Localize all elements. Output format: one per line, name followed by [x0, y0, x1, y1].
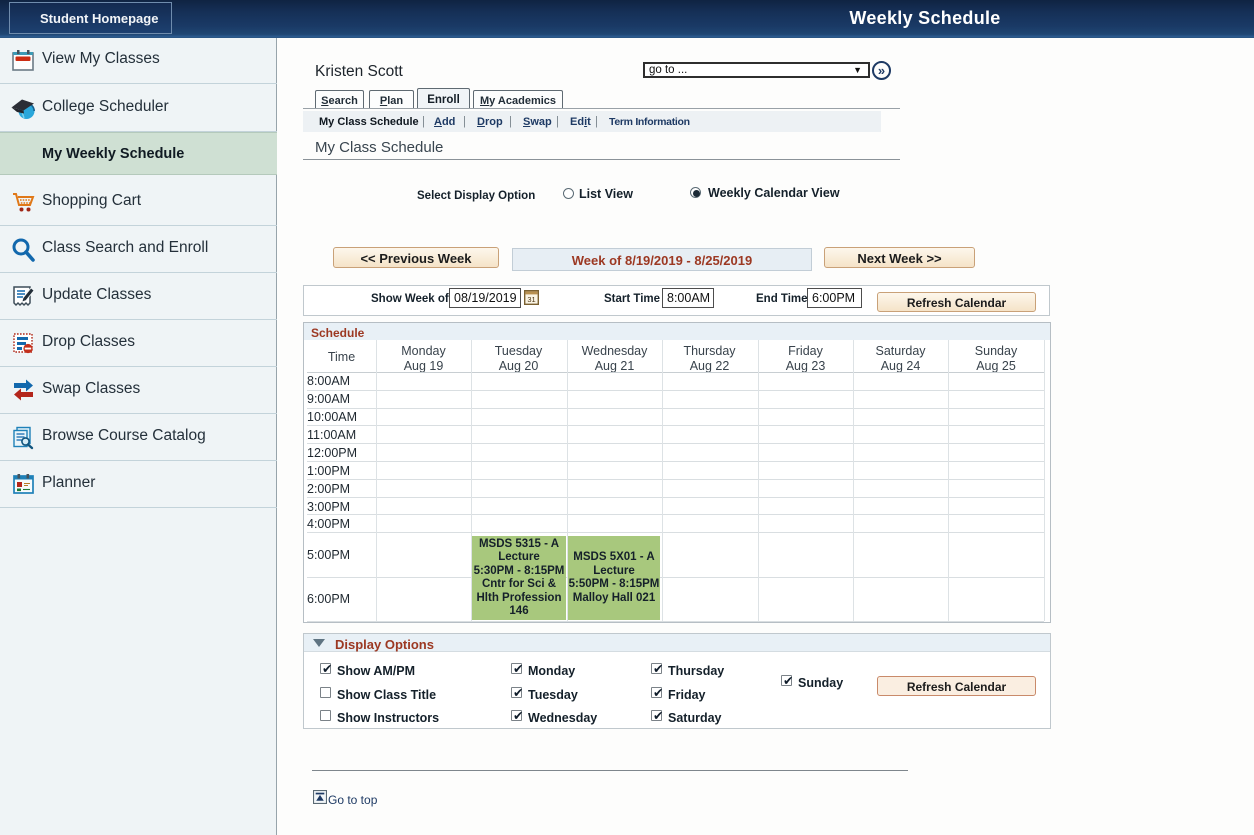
svg-text:31: 31 [527, 295, 535, 304]
